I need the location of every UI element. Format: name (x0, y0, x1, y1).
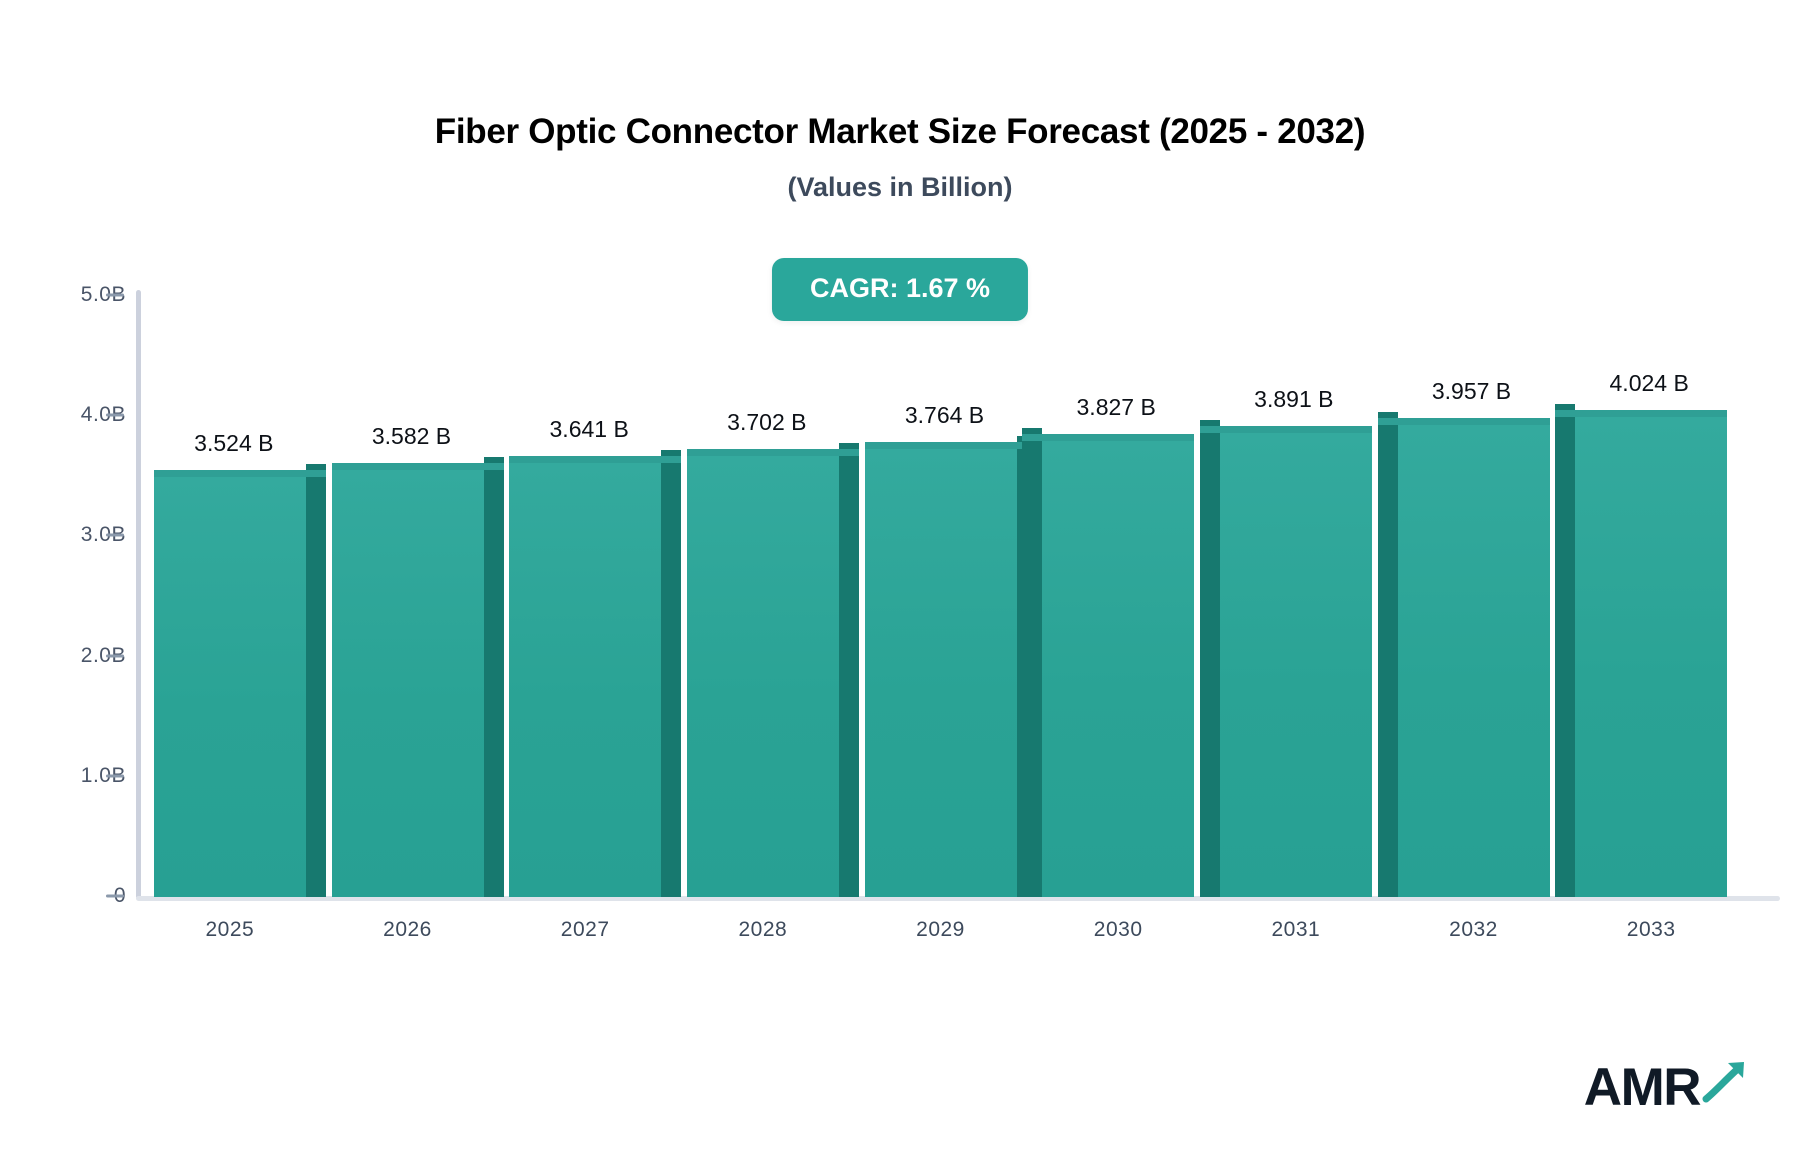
x-axis-line (136, 896, 1780, 901)
bar-3d-top (1377, 418, 1550, 426)
bar-value-label: 3.641 B (549, 416, 629, 443)
bar-face (686, 452, 839, 897)
x-axis-tick-label: 2033 (1626, 918, 1676, 941)
bar-3d-side (305, 464, 326, 897)
bar[interactable] (1022, 428, 1195, 897)
y-axis-tick-mark (106, 894, 124, 898)
bar-face (1397, 421, 1550, 897)
y-axis-tick-mark (106, 533, 124, 537)
bar[interactable] (686, 443, 859, 897)
bar[interactable] (153, 464, 326, 897)
bar-face (1575, 413, 1728, 897)
y-axis-tick-label: 2.0B (80, 643, 126, 667)
bar-value-label: 3.827 B (1076, 393, 1156, 420)
bar-3d-top (331, 463, 504, 471)
bar[interactable] (1199, 420, 1372, 897)
bar-value-label: 3.524 B (194, 430, 274, 457)
bar-face (153, 473, 306, 897)
bar-value-label: 3.891 B (1254, 386, 1334, 413)
bar-3d-top (686, 449, 859, 457)
x-axis-tick-label: 2030 (1093, 918, 1143, 941)
bar[interactable] (1377, 412, 1550, 897)
bar-value-label: 3.764 B (904, 401, 985, 428)
y-axis-tick-mark (106, 774, 124, 778)
bar-3d-top (1555, 410, 1728, 418)
x-axis-tick-label: 2026 (383, 918, 432, 941)
bar[interactable] (331, 457, 504, 897)
bar-3d-top (864, 441, 1037, 449)
bar-3d-side (838, 443, 859, 897)
bar[interactable] (1555, 404, 1728, 897)
y-axis-tick-label: 4.0B (80, 403, 126, 427)
bar-3d-top (153, 470, 326, 478)
y-axis-tick-mark (106, 413, 124, 417)
bar-face (331, 466, 484, 897)
bar-face (509, 459, 662, 897)
page-title: Fiber Optic Connector Market Size Foreca… (434, 112, 1366, 151)
bar-value-label: 3.957 B (1431, 378, 1512, 405)
arrow-up-right-icon (1702, 1059, 1748, 1108)
y-axis-tick-mark (106, 293, 124, 297)
bar-value-label: 3.702 B (727, 409, 807, 436)
bar-face (1219, 429, 1372, 897)
y-axis-tick-label: 5.0B (80, 283, 126, 306)
bar[interactable] (509, 450, 682, 897)
y-axis-line (136, 290, 141, 899)
x-axis-tick-label: 2027 (560, 918, 610, 941)
bar-3d-side (1199, 420, 1220, 897)
bar-3d-side (1377, 412, 1398, 897)
bar-face (864, 444, 1017, 897)
x-axis-tick-label: 2031 (1271, 918, 1321, 941)
bar-3d-side (1555, 404, 1576, 897)
y-axis-tick-mark (106, 654, 124, 658)
bar-value-label: 4.024 B (1609, 370, 1689, 397)
amr-logo-text: AMR (1583, 1058, 1702, 1117)
x-axis-tick-label: 2029 (916, 918, 965, 941)
bar-3d-top (1022, 434, 1195, 441)
amr-logo: AMR (1584, 1059, 1748, 1114)
bar-face (1042, 437, 1195, 897)
y-axis-tick-label: 3.0B (80, 523, 126, 547)
cagr-badge: CAGR: 1.67 % (771, 258, 1029, 321)
bar-3d-side (483, 457, 504, 897)
bar-3d-side (661, 450, 682, 897)
y-axis-tick-label: 1.0B (80, 763, 126, 787)
bar-3d-side (1022, 428, 1043, 897)
bar[interactable] (864, 435, 1037, 897)
x-axis-tick-label: 2028 (738, 918, 788, 941)
x-axis-tick-label: 2025 (205, 918, 255, 941)
page-subtitle: (Values in Billion) (787, 172, 1013, 202)
x-axis-tick-label: 2032 (1449, 918, 1498, 941)
bar-value-label: 3.582 B (371, 423, 452, 450)
bar-3d-top (509, 456, 682, 464)
bar-3d-top (1199, 426, 1372, 434)
